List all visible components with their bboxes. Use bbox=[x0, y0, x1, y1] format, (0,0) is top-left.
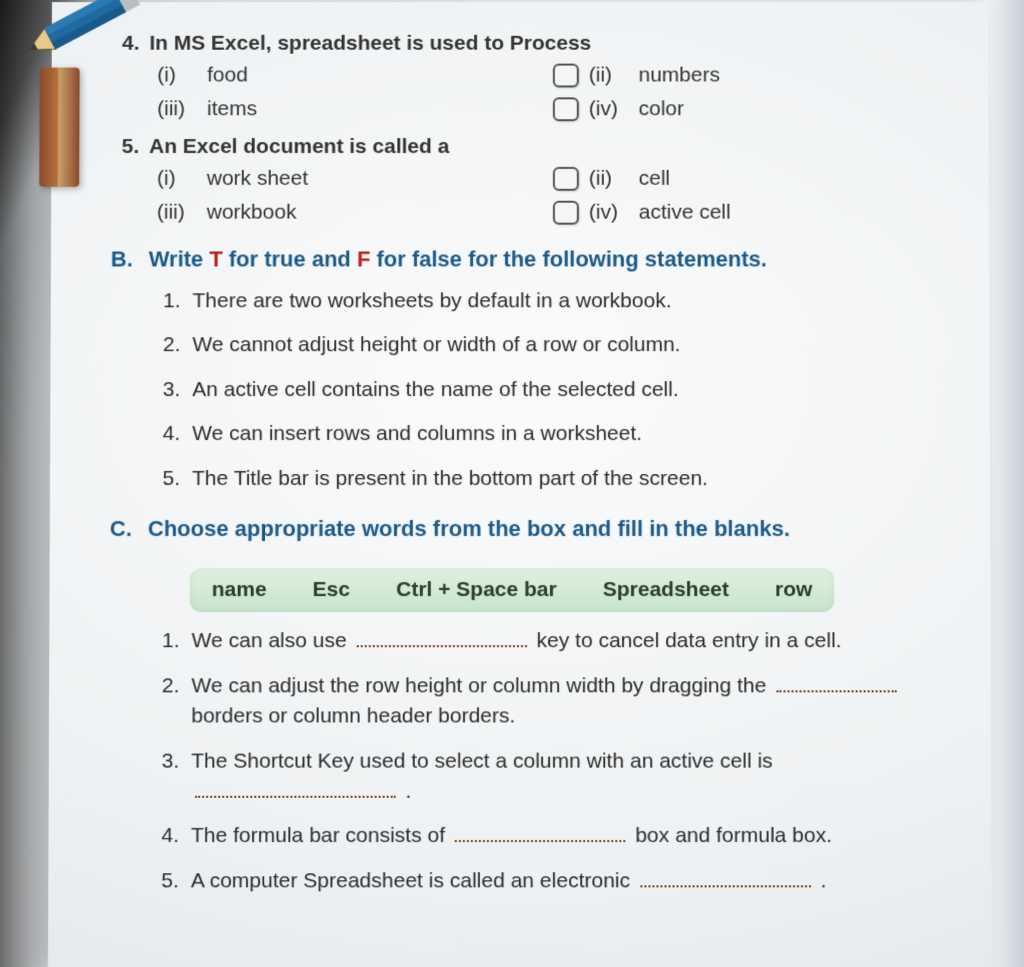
option-i: (i) work sheet bbox=[157, 167, 553, 191]
list-item: 3.An active cell contains the name of th… bbox=[156, 375, 949, 405]
word-bank-item: Esc bbox=[313, 578, 350, 602]
list-item: 4. The formula bar consists of box and f… bbox=[155, 821, 952, 852]
section-c-title: Choose appropriate words from the box an… bbox=[148, 516, 790, 542]
list-item: 2. We can adjust the row height or colum… bbox=[155, 671, 951, 732]
question-number: 5. bbox=[111, 135, 139, 159]
list-item: 3. The Shortcut Key used to select a col… bbox=[155, 746, 951, 807]
fill-blank bbox=[640, 868, 811, 887]
word-bank: name Esc Ctrl + Space bar Spreadsheet ro… bbox=[190, 568, 835, 612]
checkbox-icon bbox=[553, 64, 579, 88]
section-c-heading: C. Choose appropriate words from the box… bbox=[110, 516, 950, 542]
textbook-page: 4. In MS Excel, spreadsheet is used to P… bbox=[48, 2, 992, 967]
right-page-edge bbox=[990, 0, 1024, 967]
option-iii: (iii) workbook bbox=[157, 201, 553, 225]
list-item: 5.The Title bar is present in the bottom… bbox=[156, 464, 950, 494]
question-stem: An Excel document is called a bbox=[149, 135, 449, 159]
list-item: 4.We can insert rows and columns in a wo… bbox=[156, 419, 950, 449]
fill-blank bbox=[776, 673, 896, 692]
section-c-list: 1. We can also use key to cancel data en… bbox=[155, 626, 952, 896]
option-ii: (ii) numbers bbox=[553, 64, 949, 88]
option-ii: (ii) cell bbox=[553, 167, 949, 191]
word-bank-item: Spreadsheet bbox=[603, 578, 729, 602]
bookmark-graphic bbox=[39, 68, 79, 187]
fill-blank bbox=[356, 628, 526, 647]
word-bank-item: name bbox=[212, 578, 267, 602]
list-item: 5. A computer Spreadsheet is called an e… bbox=[155, 866, 952, 897]
fill-blank bbox=[195, 779, 396, 798]
section-b-heading: B. Write T for true and F for false for … bbox=[111, 247, 949, 273]
word-bank-item: Ctrl + Space bar bbox=[396, 578, 557, 602]
option-iv: (iv) active cell bbox=[553, 201, 949, 225]
question-5: 5. An Excel document is called a (i) wor… bbox=[111, 135, 949, 225]
option-i: (i) food bbox=[157, 64, 553, 88]
list-item: 2.We cannot adjust height or width of a … bbox=[156, 331, 949, 361]
checkbox-icon bbox=[553, 167, 579, 191]
list-item: 1. We can also use key to cancel data en… bbox=[155, 626, 950, 657]
question-4: 4. In MS Excel, spreadsheet is used to P… bbox=[111, 32, 948, 121]
checkbox-icon bbox=[553, 201, 579, 225]
checkbox-icon bbox=[553, 97, 579, 121]
list-item: 1.There are two worksheets by default in… bbox=[157, 286, 950, 316]
section-b-list: 1.There are two worksheets by default in… bbox=[156, 286, 950, 494]
option-iv: (iv) color bbox=[553, 97, 949, 121]
section-b-title: Write T for true and F for false for the… bbox=[149, 247, 767, 273]
option-iii: (iii) items bbox=[157, 97, 553, 121]
word-bank-item: row bbox=[775, 578, 812, 602]
question-stem: In MS Excel, spreadsheet is used to Proc… bbox=[149, 32, 591, 56]
fill-blank bbox=[455, 823, 626, 842]
